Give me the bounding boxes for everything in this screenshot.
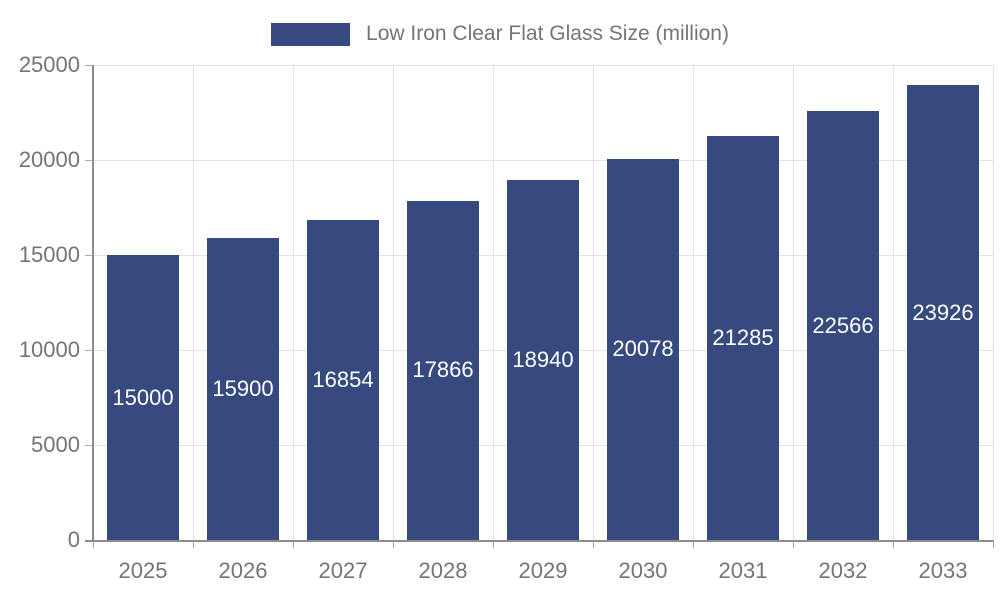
- legend-swatch: [271, 22, 351, 46]
- x-axis-label: 2026: [218, 558, 268, 583]
- y-axis-label: 15000: [18, 242, 80, 267]
- x-axis-tick: [893, 540, 894, 548]
- x-axis-label: 2032: [818, 558, 868, 583]
- legend-label: Low Iron Clear Flat Glass Size (million): [366, 22, 729, 45]
- x-axis-tick: [693, 540, 694, 548]
- bar-value-label: 17866: [412, 357, 474, 382]
- y-axis-label: 0: [67, 527, 80, 552]
- y-axis-tick: [85, 445, 93, 446]
- x-axis-label: 2029: [518, 558, 568, 583]
- y-axis-tick: [85, 65, 93, 66]
- gridline-horizontal: [93, 160, 993, 161]
- x-axis-label: 2033: [918, 558, 968, 583]
- y-axis-tick: [85, 350, 93, 351]
- bar-value-label: 20078: [612, 336, 674, 361]
- gridline-vertical: [693, 65, 694, 540]
- y-axis-label: 25000: [18, 52, 80, 77]
- legend: Low Iron Clear Flat Glass Size (million): [0, 22, 1000, 46]
- bar[interactable]: [807, 111, 879, 540]
- y-axis-tick: [85, 160, 93, 161]
- gridline-vertical: [493, 65, 494, 540]
- bar[interactable]: [207, 238, 279, 540]
- x-axis-label: 2027: [318, 558, 368, 583]
- x-axis-label: 2028: [418, 558, 468, 583]
- y-axis-tick: [85, 255, 93, 256]
- bar-value-label: 21285: [712, 325, 774, 350]
- gridline-vertical: [593, 65, 594, 540]
- bar[interactable]: [907, 85, 979, 540]
- gridline-vertical: [393, 65, 394, 540]
- gridline-vertical: [793, 65, 794, 540]
- x-axis-tick: [993, 540, 994, 548]
- x-axis-label: 2030: [618, 558, 668, 583]
- bar-value-label: 23926: [912, 300, 974, 325]
- bar[interactable]: [307, 220, 379, 540]
- bar-value-label: 15000: [112, 385, 174, 410]
- bar-value-label: 15900: [212, 376, 274, 401]
- y-axis-label: 5000: [31, 432, 80, 457]
- x-axis-tick: [793, 540, 794, 548]
- gridline-horizontal: [93, 65, 993, 66]
- bar[interactable]: [707, 136, 779, 540]
- bar-value-label: 16854: [312, 367, 374, 392]
- y-axis-label: 20000: [18, 147, 80, 172]
- legend-item[interactable]: Low Iron Clear Flat Glass Size (million): [271, 22, 729, 46]
- x-axis-label: 2025: [118, 558, 168, 583]
- x-axis-label: 2031: [718, 558, 768, 583]
- y-axis-label: 10000: [18, 337, 80, 362]
- y-axis-line: [92, 65, 94, 541]
- x-axis-tick: [393, 540, 394, 548]
- bar-value-label: 22566: [812, 313, 874, 338]
- x-axis-tick: [293, 540, 294, 548]
- x-axis-tick: [493, 540, 494, 548]
- x-axis-tick: [593, 540, 594, 548]
- bar[interactable]: [407, 201, 479, 540]
- gridline-vertical: [193, 65, 194, 540]
- gridline-vertical: [993, 65, 994, 540]
- x-axis-tick: [93, 540, 94, 548]
- gridline-vertical: [893, 65, 894, 540]
- bar[interactable]: [607, 159, 679, 540]
- gridline-vertical: [293, 65, 294, 540]
- bar[interactable]: [507, 180, 579, 540]
- bar-value-label: 18940: [512, 347, 574, 372]
- x-axis-tick: [193, 540, 194, 548]
- x-axis-line: [85, 540, 993, 542]
- bar[interactable]: [107, 255, 179, 540]
